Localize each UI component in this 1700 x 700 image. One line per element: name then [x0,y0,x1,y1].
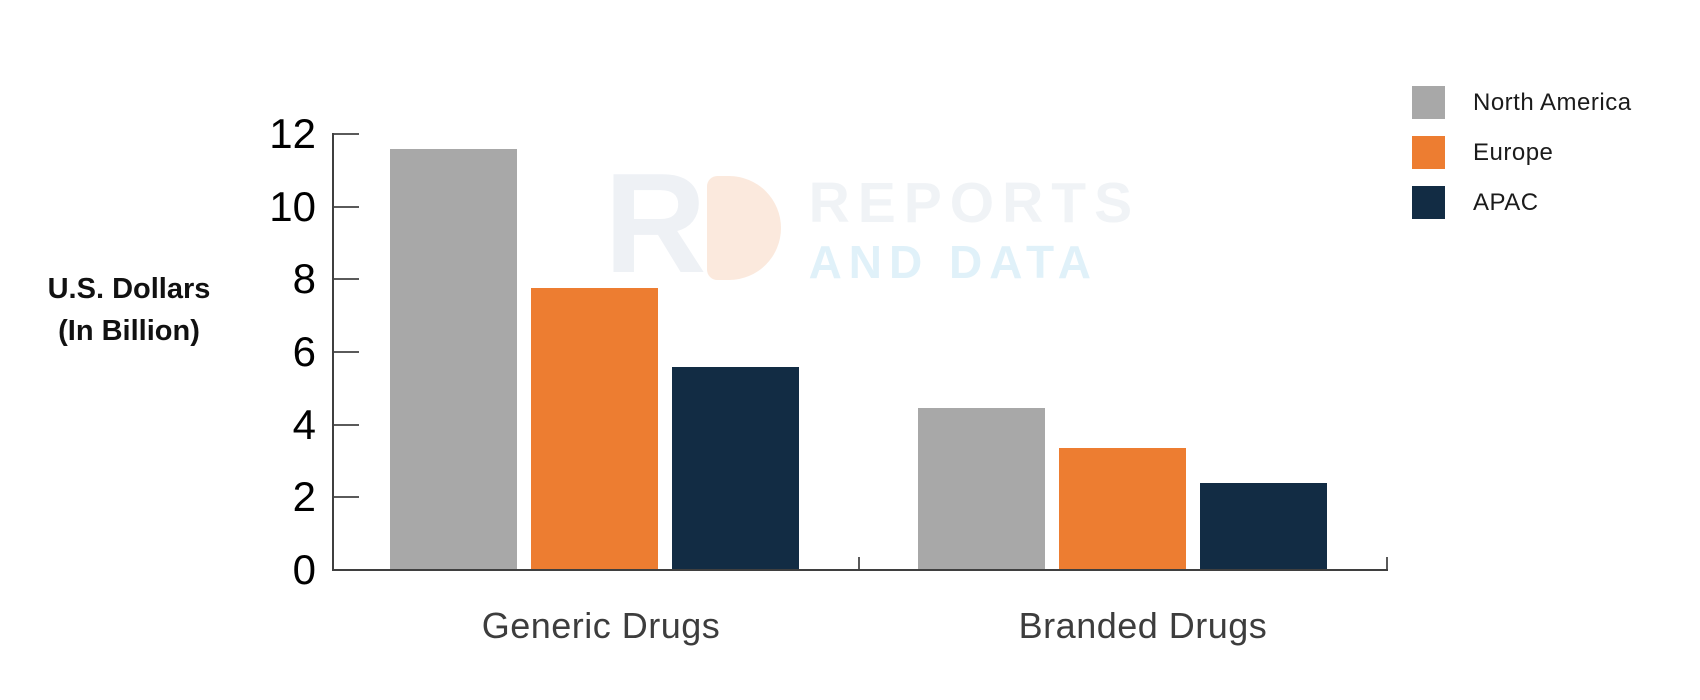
legend-swatch-icon [1412,186,1445,219]
y-axis-title: U.S. Dollars (In Billion) [24,268,234,352]
legend: North America Europe APAC [1412,86,1632,236]
legend-item-europe: Europe [1412,136,1632,169]
y-tick-mark [334,496,359,498]
y-tick-label: 0 [292,546,316,593]
legend-item-apac: APAC [1412,186,1632,219]
legend-label: APAC [1473,189,1539,216]
bar-apac-1 [1200,483,1327,570]
y-axis-line [332,133,334,570]
y-tick-label: 8 [292,255,316,302]
watermark-logo-r: R [604,144,707,303]
watermark-line1: REPORTS [808,171,1141,235]
x-tick-mark [1386,557,1388,569]
x-tick-mark [858,557,860,569]
y-tick-label: 4 [292,401,316,448]
legend-swatch-icon [1412,136,1445,169]
y-axis-title-line2: (In Billion) [58,315,200,347]
watermark: R REPORTS AND DATA [604,144,1141,303]
y-tick-mark [334,278,359,280]
y-tick-mark [334,351,359,353]
y-tick-mark [334,424,359,426]
watermark-line2: AND DATA [808,236,1098,288]
x-axis-line [332,569,1388,571]
bar-europe-0 [531,288,658,570]
y-tick-label: 6 [292,328,316,375]
category-label: Generic Drugs [481,605,721,646]
y-tick-mark [334,206,359,208]
legend-item-north-america: North America [1412,86,1632,119]
legend-label: North America [1473,89,1632,116]
y-tick-label: 12 [269,110,316,157]
bar-apac-0 [672,367,799,570]
legend-label: Europe [1473,139,1554,166]
bar-europe-1 [1059,448,1186,570]
legend-swatch-icon [1412,86,1445,119]
y-tick-label: 2 [292,473,316,520]
watermark-text: REPORTS AND DATA [809,174,1141,288]
bar-north-america-1 [918,408,1045,570]
category-label: Branded Drugs [1018,605,1268,646]
y-axis-title-line1: U.S. Dollars [47,273,211,305]
bar-north-america-0 [390,149,517,570]
y-tick-label: 10 [269,183,316,230]
watermark-logo-d-blob-icon [706,176,781,280]
y-tick-mark [334,133,359,135]
